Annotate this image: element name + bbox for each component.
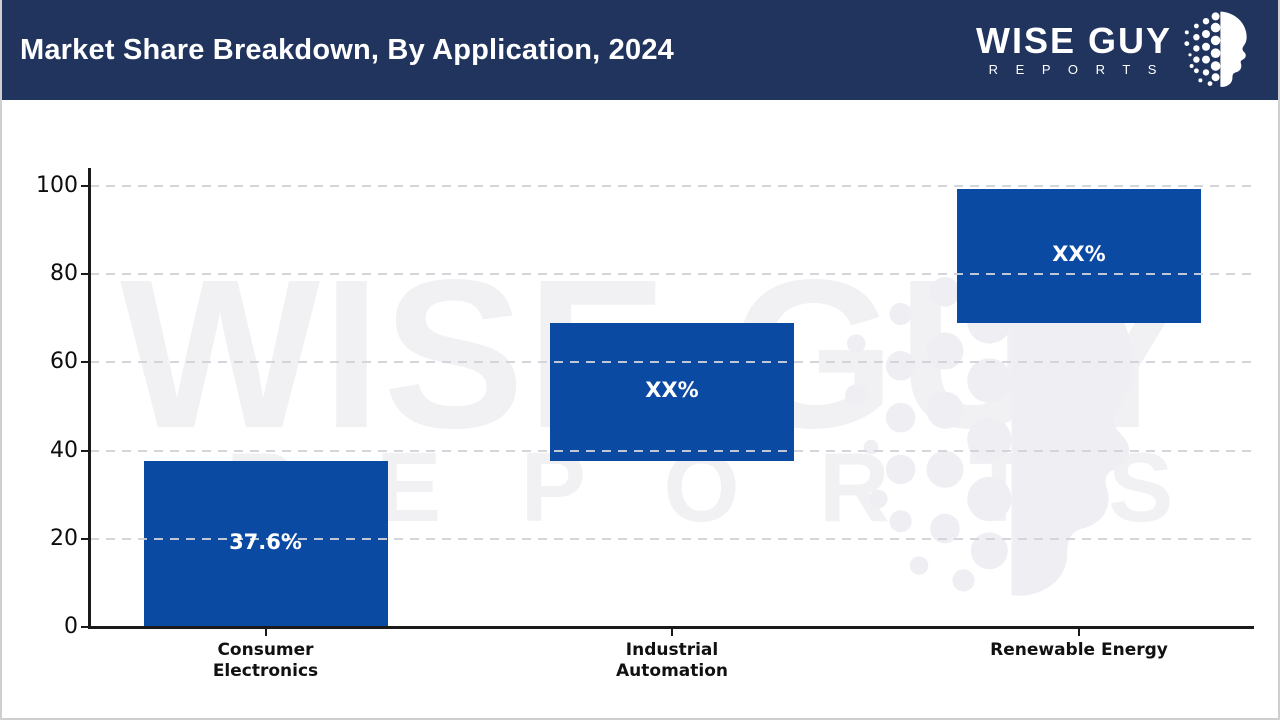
y-tick-40 <box>81 450 89 452</box>
logo-brand-text: WISE GUY <box>975 20 1172 61</box>
gridline-60 <box>90 361 1254 363</box>
y-tick-label-60: 60 <box>50 349 78 374</box>
x-tick-renewable-energy <box>1078 627 1080 636</box>
y-tick-label-0: 0 <box>64 614 78 639</box>
gridline-100 <box>90 185 1254 187</box>
y-tick-label-20: 20 <box>50 526 78 551</box>
bar-value-label-consumer-electronics: 37.6% <box>229 530 302 554</box>
bar-value-label-renewable-energy: XX% <box>1052 242 1106 266</box>
y-tick-20 <box>81 538 89 540</box>
gridline-80 <box>90 273 1254 275</box>
bar-value-label-industrial-automation: XX% <box>645 378 699 402</box>
bar-industrial-automation <box>550 323 794 461</box>
y-tick-0 <box>81 626 89 628</box>
page-title: Market Share Breakdown, By Application, … <box>20 33 674 66</box>
y-tick-label-40: 40 <box>50 438 78 463</box>
y-tick-label-100: 100 <box>36 173 78 198</box>
x-tick-consumer-electronics <box>264 627 267 636</box>
x-axis-label-renewable-energy: Renewable Energy <box>990 640 1168 660</box>
bar-consumer-electronics <box>143 461 388 627</box>
y-tick-60 <box>81 361 89 363</box>
gridline-20 <box>90 538 1254 540</box>
x-axis-label-consumer-electronics: Consumer Electronics <box>212 640 319 681</box>
gridline-40 <box>90 450 1254 452</box>
y-tick-100 <box>81 185 89 187</box>
x-tick-industrial-automation <box>671 627 673 636</box>
x-axis-label-industrial-automation: Industrial Automation <box>616 640 728 681</box>
x-axis-line <box>88 626 1254 629</box>
y-axis-line <box>88 168 91 629</box>
header-bar: Market Share Breakdown, By Application, … <box>2 0 1278 100</box>
y-tick-80 <box>81 273 89 275</box>
y-tick-label-80: 80 <box>50 261 78 286</box>
logo-head-icon <box>1174 7 1254 93</box>
wiseguy-logo: WISE GUY R E P O R T S <box>976 7 1254 93</box>
logo-sub-text: R E P O R T S <box>988 62 1164 77</box>
